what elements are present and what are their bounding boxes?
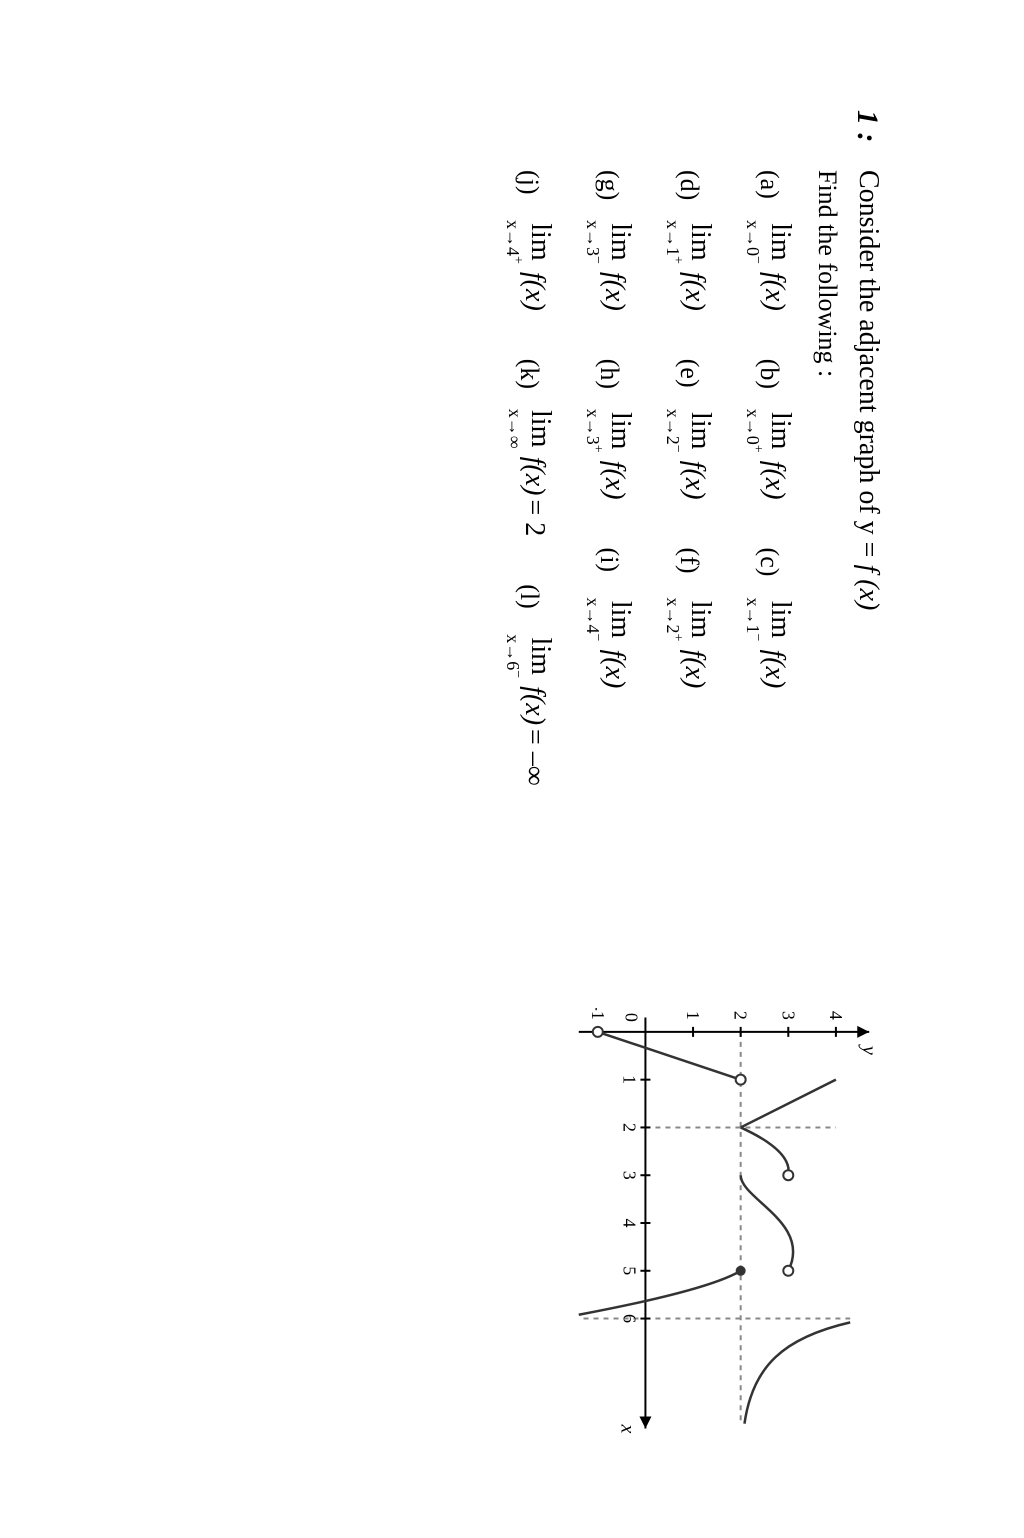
limit-value: = –∞ — [518, 729, 554, 786]
svg-text:1: 1 — [619, 1075, 639, 1084]
lim-text: lim — [606, 412, 634, 449]
function-expr: f(x) — [518, 686, 554, 725]
limit-row: (d)limx→1+f(x)(e)limx→2−f(x)(f)limx→2+f(… — [664, 170, 714, 1008]
limit-operator: limx→4+ — [504, 220, 554, 264]
lim-approach: x→6− — [504, 634, 524, 678]
lim-approach: x→2+ — [664, 598, 684, 642]
limit-row: (a)limx→0−f(x)(b)limx→0+f(x)(c)limx→1−f(… — [744, 170, 794, 1008]
limit-operator: limx→4− — [584, 598, 634, 642]
part-label: (c) — [754, 548, 794, 598]
limit-part: (c)limx→1−f(x) — [744, 548, 794, 689]
function-expr: f(x) — [758, 461, 794, 500]
limit-part: (e)limx→2−f(x) — [664, 359, 714, 500]
limit-operator: limx→0+ — [744, 409, 794, 453]
lim-approach: x→4+ — [504, 220, 524, 264]
lim-text: lim — [686, 223, 714, 260]
lim-approach: x→1− — [744, 598, 764, 642]
lim-approach: x→4− — [584, 598, 604, 642]
part-label: (f) — [674, 548, 714, 598]
part-label: (e) — [674, 359, 714, 409]
lim-approach: x→2− — [664, 409, 684, 453]
lim-text: lim — [766, 223, 794, 260]
limit-part: (f)limx→2+f(x) — [664, 548, 714, 689]
intro-fx: f (x) — [853, 564, 888, 610]
limit-part: (b)limx→0+f(x) — [744, 359, 794, 500]
limit-operator: limx→∞ — [506, 409, 554, 449]
limit-part: (j)limx→4+f(x) — [504, 170, 554, 311]
lim-text: lim — [526, 638, 554, 675]
svg-text:x: x — [616, 1423, 638, 1433]
limit-operator: limx→1− — [744, 598, 794, 642]
svg-text:-1: -1 — [588, 1008, 608, 1020]
limit-part: (d)limx→1+f(x) — [664, 170, 714, 311]
lim-text: lim — [606, 601, 634, 638]
function-expr: f(x) — [518, 457, 554, 496]
svg-text:0: 0 — [621, 1013, 641, 1022]
limit-operator: limx→3+ — [584, 409, 634, 453]
svg-text:y: y — [858, 1044, 874, 1055]
sub-instruction: Find the following : — [812, 170, 842, 1008]
part-label: (k) — [514, 359, 554, 409]
lim-text: lim — [766, 412, 794, 449]
intro-text: Consider the adjacent graph of y = — [853, 170, 884, 564]
parts-container: (a)limx→0−f(x)(b)limx→0+f(x)(c)limx→1−f(… — [504, 170, 794, 1008]
limit-operator: limx→2+ — [664, 598, 714, 642]
limit-operator: limx→0− — [744, 220, 794, 264]
svg-text:4: 4 — [619, 1219, 639, 1228]
function-expr: f(x) — [678, 649, 714, 688]
limit-part: (i)limx→4−f(x) — [584, 548, 634, 689]
lim-approach: x→1+ — [664, 220, 684, 264]
lim-approach: x→0− — [744, 220, 764, 264]
part-label: (d) — [674, 170, 714, 220]
svg-text:2: 2 — [619, 1123, 639, 1132]
function-expr: f(x) — [518, 272, 554, 311]
limit-part: (k)limx→∞ f(x) = 2 — [506, 359, 554, 537]
svg-text:5: 5 — [619, 1266, 639, 1275]
function-expr: f(x) — [598, 649, 634, 688]
question-number: 1 : — [850, 110, 884, 170]
function-expr: f(x) — [678, 461, 714, 500]
svg-text:2: 2 — [731, 1011, 751, 1020]
limit-part: (l)limx→6−f(x) = –∞ — [504, 584, 554, 786]
svg-text:4: 4 — [826, 1011, 846, 1020]
svg-text:6: 6 — [619, 1314, 639, 1323]
part-label: (h) — [594, 359, 634, 409]
part-label: (l) — [514, 584, 554, 634]
lim-text: lim — [526, 410, 554, 447]
function-expr: f(x) — [598, 461, 634, 500]
svg-text:3: 3 — [778, 1011, 798, 1020]
intro-line: Consider the adjacent graph of y = f (x) — [852, 170, 884, 1008]
function-expr: f(x) — [758, 649, 794, 688]
lim-text: lim — [686, 412, 714, 449]
lim-approach: x→3+ — [584, 409, 604, 453]
svg-text:1: 1 — [683, 1011, 703, 1020]
part-label: (j) — [514, 170, 554, 220]
part-label: (g) — [594, 170, 634, 220]
part-label: (b) — [754, 359, 794, 409]
limit-row: (g)limx→3−f(x)(h)limx→3+f(x)(i)limx→4−f(… — [584, 170, 634, 1008]
function-expr: f(x) — [678, 272, 714, 311]
limit-operator: limx→3− — [584, 220, 634, 264]
lim-text: lim — [606, 223, 634, 260]
limit-row: (j)limx→4+f(x)(k)limx→∞f(x) = 2(l)limx→6… — [504, 170, 554, 1008]
limit-part: (g)limx→3−f(x) — [584, 170, 634, 311]
limit-part: (h)limx→3+f(x) — [584, 359, 634, 500]
lim-approach: x→0+ — [744, 409, 764, 453]
part-label: (a) — [754, 170, 794, 220]
lim-text: lim — [766, 601, 794, 638]
limit-operator: limx→1+ — [664, 220, 714, 264]
limit-part: (a)limx→0−f(x) — [744, 170, 794, 311]
limit-operator: limx→2− — [664, 409, 714, 453]
lim-text: lim — [686, 601, 714, 638]
part-label: (i) — [594, 548, 634, 598]
lim-approach: x→3− — [584, 220, 604, 264]
svg-text:3: 3 — [619, 1171, 639, 1180]
function-expr: f(x) — [598, 272, 634, 311]
function-expr: f(x) — [758, 272, 794, 311]
lim-approach: x→∞ — [506, 409, 524, 449]
limit-operator: limx→6− — [504, 634, 554, 678]
lim-text: lim — [526, 223, 554, 260]
function-graph: 1 2 3 4 5 6 -1 0 1 2 3 4 y x — [574, 1008, 874, 1438]
limit-value: = 2 — [518, 499, 554, 536]
